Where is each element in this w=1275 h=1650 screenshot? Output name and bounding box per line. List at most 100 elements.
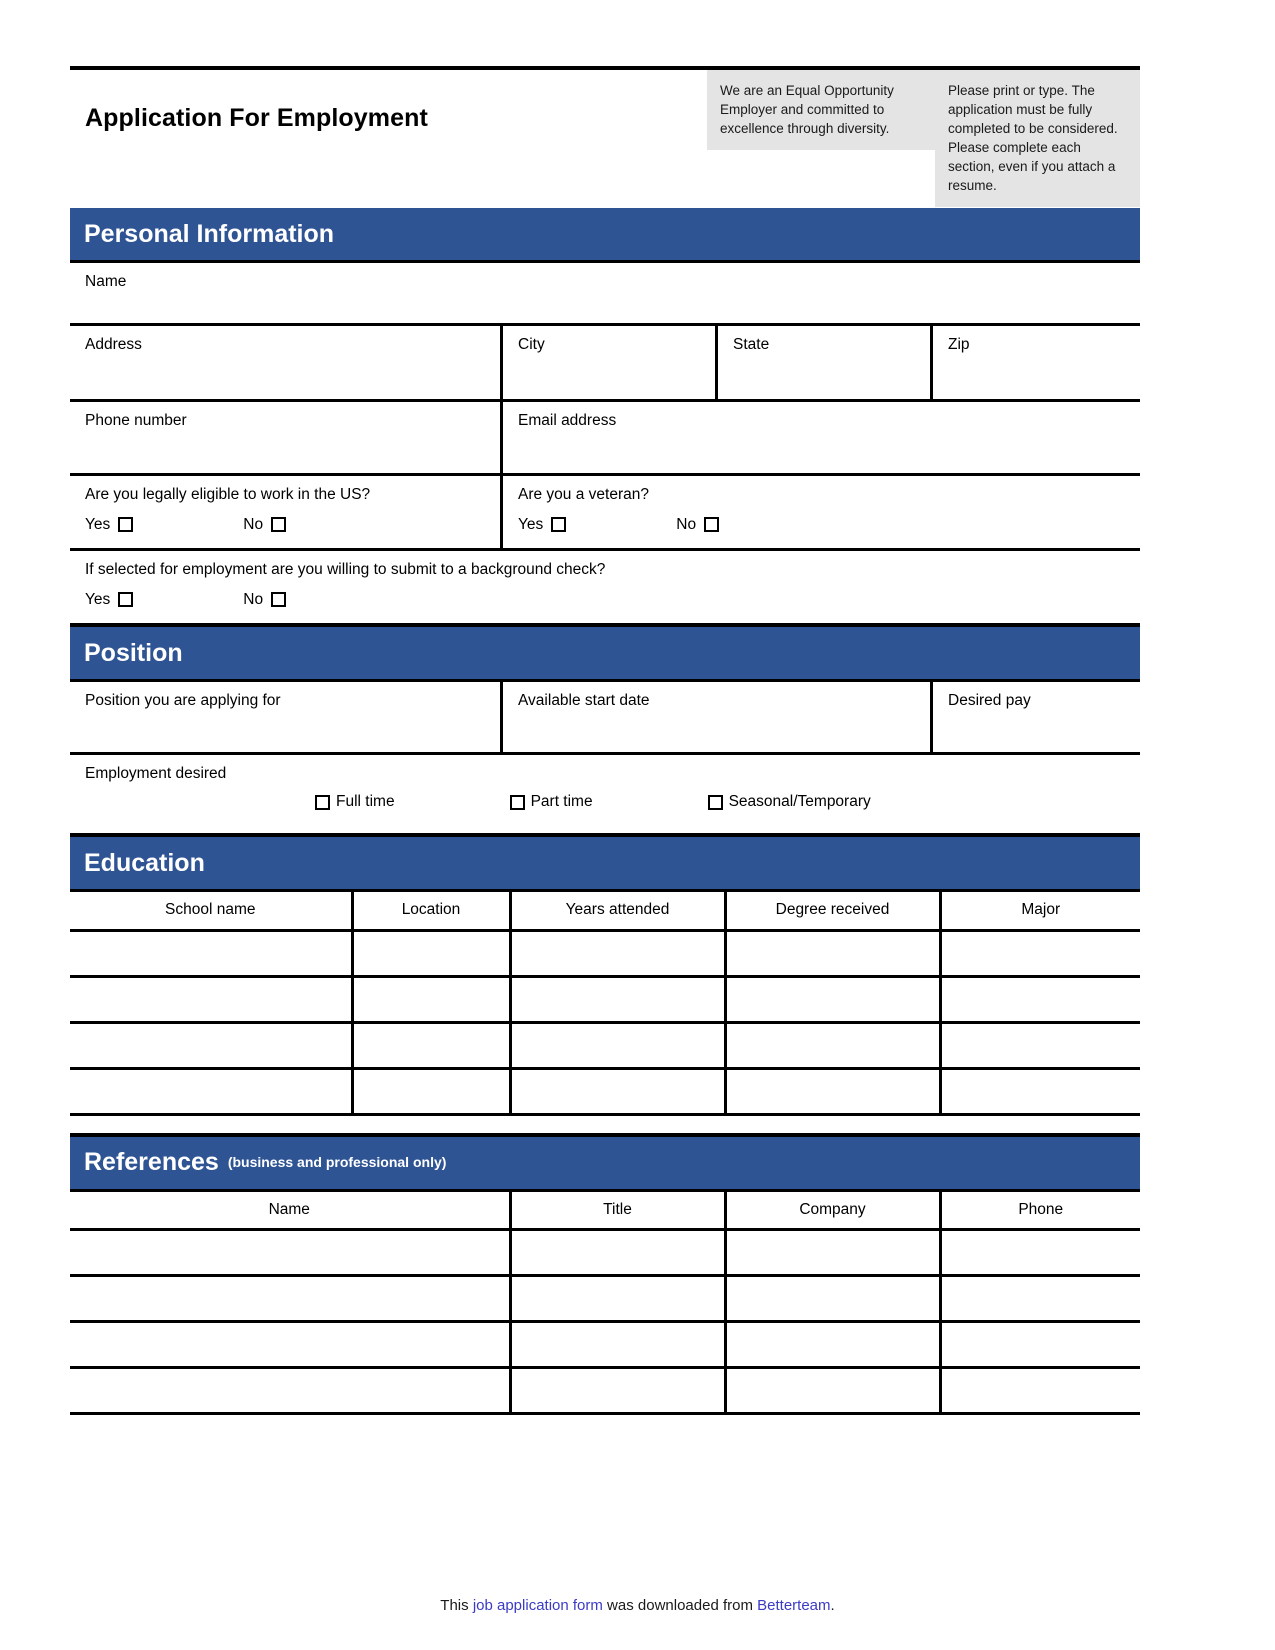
- section-underline-position: [70, 679, 1140, 682]
- section-title-personal-information: Personal Information: [84, 219, 335, 248]
- education-cell-years[interactable]: [508, 1068, 725, 1116]
- employment-option-seasonal[interactable]: Seasonal/Temporary: [707, 793, 871, 811]
- background-check-cell: If selected for employment are you willi…: [70, 551, 1140, 623]
- employment-option-part-time[interactable]: Part time: [509, 793, 593, 811]
- references-cell-company[interactable]: [723, 1275, 940, 1323]
- references-cell-name[interactable]: [70, 1229, 510, 1277]
- education-table: School name Location Years attended Degr…: [70, 892, 1140, 1116]
- education-cell-degree[interactable]: [723, 1068, 940, 1116]
- education-cell-school[interactable]: [70, 1068, 352, 1116]
- table-row[interactable]: [70, 1229, 1140, 1277]
- references-cell-company[interactable]: [723, 1367, 940, 1415]
- education-cell-years[interactable]: [508, 976, 725, 1024]
- veteran-no[interactable]: No: [676, 515, 720, 534]
- checkbox-icon[interactable]: [271, 592, 287, 607]
- veteran-question: Are you a veteran?: [518, 486, 649, 503]
- section-underline-education: [70, 889, 1140, 892]
- checkbox-icon[interactable]: [704, 517, 720, 532]
- divider-after-contact: [70, 473, 1140, 476]
- betterteam-link[interactable]: Betterteam: [757, 1597, 831, 1614]
- education-cell-major[interactable]: [938, 1022, 1140, 1070]
- education-cell-school[interactable]: [70, 930, 352, 978]
- checkbox-icon[interactable]: [707, 794, 723, 810]
- email-field-cell[interactable]: Email address: [500, 402, 1140, 473]
- table-row[interactable]: [70, 930, 1140, 978]
- checkbox-icon[interactable]: [315, 794, 330, 810]
- employment-option-full-time[interactable]: Full time: [315, 793, 395, 811]
- references-cell-name[interactable]: [70, 1275, 510, 1323]
- education-cell-major[interactable]: [938, 976, 1140, 1024]
- references-cell-phone[interactable]: [938, 1367, 1140, 1415]
- education-cell-location[interactable]: [350, 1022, 510, 1070]
- table-row[interactable]: [70, 1022, 1140, 1070]
- references-cell-phone[interactable]: [938, 1229, 1140, 1277]
- section-underline-references: [70, 1188, 1140, 1192]
- references-cell-phone[interactable]: [938, 1321, 1140, 1369]
- education-cell-school[interactable]: [70, 1022, 352, 1070]
- city-field-cell[interactable]: City: [500, 326, 715, 399]
- references-cell-title[interactable]: [508, 1275, 725, 1323]
- checkbox-icon[interactable]: [551, 517, 567, 532]
- background-check-yes[interactable]: Yes: [85, 590, 134, 609]
- work-eligibility-cell: Are you legally eligible to work in the …: [70, 476, 500, 548]
- table-row[interactable]: [70, 1068, 1140, 1116]
- education-cell-years[interactable]: [508, 1022, 725, 1070]
- references-cell-title[interactable]: [508, 1229, 725, 1277]
- name-field-cell[interactable]: Name: [70, 263, 1140, 323]
- job-application-form-link[interactable]: job application form: [472, 1597, 603, 1614]
- section-title-references: References: [84, 1148, 219, 1176]
- education-cell-location[interactable]: [350, 976, 510, 1024]
- employment-option-label: Seasonal/Temporary: [728, 793, 871, 810]
- divider-before-position: [70, 623, 1140, 627]
- education-cell-major[interactable]: [938, 930, 1140, 978]
- references-col-title: Title: [508, 1191, 725, 1231]
- education-cell-degree[interactable]: [723, 930, 940, 978]
- phone-field-cell[interactable]: Phone number: [70, 402, 500, 473]
- education-col-degree: Degree received: [723, 892, 940, 932]
- education-cell-years[interactable]: [508, 930, 725, 978]
- background-check-no[interactable]: No: [243, 590, 287, 609]
- checkbox-icon[interactable]: [509, 794, 525, 810]
- background-check-options: Yes No: [85, 590, 1140, 609]
- education-cell-location[interactable]: [350, 930, 510, 978]
- form-header: Application For Employment We are an Equ…: [70, 70, 1140, 208]
- checkbox-icon[interactable]: [271, 517, 287, 532]
- employment-desired-options: Full time Part time Seasonal/Temporary: [70, 793, 1140, 811]
- table-row[interactable]: [70, 1367, 1140, 1415]
- divider-after-name: [70, 323, 1140, 326]
- education-cell-degree[interactable]: [723, 1022, 940, 1070]
- references-cell-title[interactable]: [508, 1367, 725, 1415]
- zip-field-cell[interactable]: Zip: [930, 326, 1140, 399]
- education-cell-school[interactable]: [70, 976, 352, 1024]
- education-cell-location[interactable]: [350, 1068, 510, 1116]
- work-eligibility-yes[interactable]: Yes: [85, 515, 134, 534]
- references-cell-title[interactable]: [508, 1321, 725, 1369]
- education-cell-degree[interactable]: [723, 976, 940, 1024]
- no-label: No: [243, 591, 264, 608]
- checkbox-icon[interactable]: [118, 517, 134, 532]
- table-row[interactable]: [70, 976, 1140, 1024]
- state-field-cell[interactable]: State: [715, 326, 930, 399]
- education-cell-major[interactable]: [938, 1068, 1140, 1116]
- employment-desired-label-row: Employment desired: [70, 755, 1140, 783]
- address-field-cell[interactable]: Address: [70, 326, 500, 399]
- references-cell-company[interactable]: [723, 1229, 940, 1277]
- start-date-cell[interactable]: Available start date: [500, 682, 930, 752]
- references-cell-company[interactable]: [723, 1321, 940, 1369]
- eeo-notice: We are an Equal Opportunity Employer and…: [707, 70, 935, 150]
- position-applying-cell[interactable]: Position you are applying for: [70, 682, 500, 752]
- references-cell-phone[interactable]: [938, 1275, 1140, 1323]
- table-row[interactable]: [70, 1321, 1140, 1369]
- table-row[interactable]: [70, 1275, 1140, 1323]
- footer: This job application form was downloaded…: [0, 1597, 1275, 1614]
- work-eligibility-no[interactable]: No: [243, 515, 287, 534]
- veteran-yes[interactable]: Yes: [518, 515, 567, 534]
- references-cell-name[interactable]: [70, 1367, 510, 1415]
- spacer: [395, 793, 510, 811]
- references-cell-name[interactable]: [70, 1321, 510, 1369]
- work-eligibility-options: Yes No: [85, 515, 500, 534]
- education-col-school: School name: [70, 892, 352, 932]
- work-eligibility-question: Are you legally eligible to work in the …: [85, 486, 371, 503]
- desired-pay-cell[interactable]: Desired pay: [930, 682, 1140, 752]
- checkbox-icon[interactable]: [118, 592, 134, 607]
